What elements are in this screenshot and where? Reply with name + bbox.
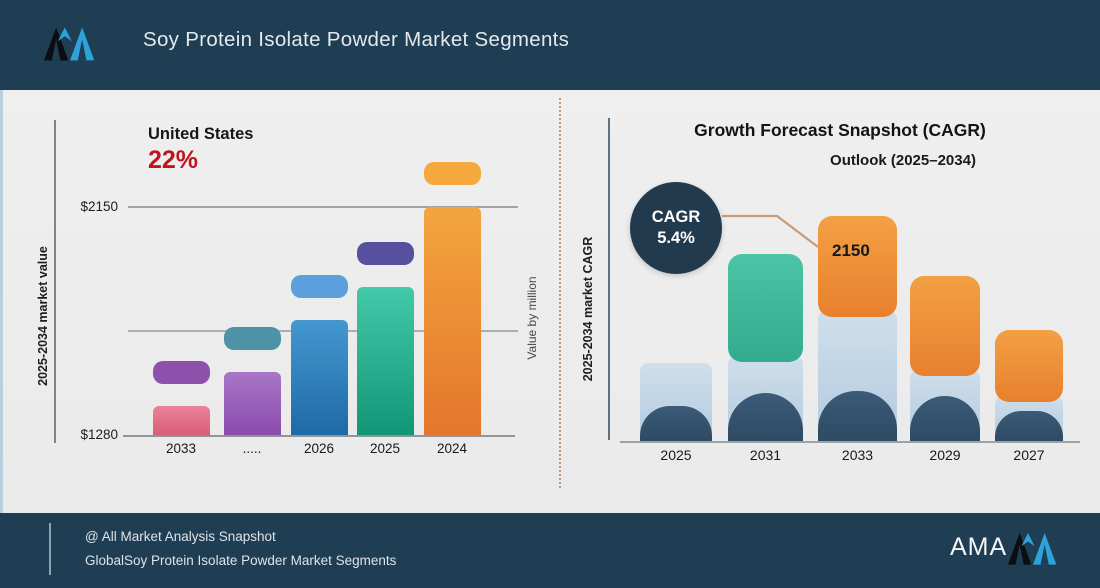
charts-divider-dotted-line [559, 98, 561, 488]
bar-value-annotation: 2150 [832, 241, 870, 260]
right-chart-baseline [620, 441, 1080, 443]
main-canvas: United States 22% 2025-2034 market value… [0, 90, 1100, 513]
bar-2025 [356, 287, 414, 435]
footer: @ All Market Analysis Snapshot GlobalSoy… [0, 513, 1100, 588]
ama-logo-icon [1008, 533, 1057, 565]
stacked-bar-2027 [995, 330, 1063, 441]
bar-cap-..... [223, 327, 281, 350]
left-chart-baseline [123, 435, 515, 437]
x-label-2025: 2025 [369, 441, 401, 456]
bar-cap-2033 [152, 361, 210, 384]
bar-2033 [152, 406, 210, 435]
bar-base-dome-2025 [640, 406, 712, 441]
footer-divider-line [49, 523, 51, 575]
bar-cap-2026 [290, 275, 348, 298]
x-label-2025: 2025 [660, 447, 692, 463]
left-chart: United States 22% 2025-2034 market value… [10, 90, 555, 513]
gridline-2150 [128, 206, 518, 208]
left-chart-title: United States [148, 125, 254, 143]
left-edge-accent [0, 90, 3, 513]
x-label-2033: 2033 [841, 447, 874, 463]
right-chart-y-axis-line [608, 118, 610, 440]
left-chart-y-axis-line [54, 120, 56, 443]
bar-cap-2024 [423, 162, 481, 185]
stacked-bar-2025 [640, 363, 712, 441]
stacked-bar-2029 [910, 276, 980, 441]
stacked-bar-2031 [728, 254, 803, 441]
footer-title: GlobalSoy Protein Isolate Powder Market … [85, 553, 397, 568]
page-title: Soy Protein Isolate Powder Market Segmen… [143, 28, 570, 51]
right-chart-plot-area: 2025 2031 2033 2029 2027 [560, 90, 1100, 463]
ama-logo-icon [44, 27, 95, 61]
header: Soy Protein Isolate Powder Market Segmen… [0, 0, 1100, 90]
x-label-2029: 2029 [929, 447, 961, 463]
left-chart-highlight-value: 22% [148, 146, 199, 174]
cagr-badge: CAGR 5.4% [630, 182, 722, 274]
stacked-bar-2033 [818, 216, 897, 441]
y-tick-top: $2150 [80, 199, 118, 214]
bar-top-segment-2031 [728, 254, 803, 362]
bar-base-dome-2033 [818, 391, 897, 441]
cagr-badge-value: 5.4% [657, 229, 695, 247]
x-label-2027: 2027 [1013, 447, 1045, 463]
bar-top-segment-2029 [910, 276, 980, 376]
cagr-badge-label: CAGR [651, 208, 701, 226]
left-chart-y-axis-label: 2025-2034 market value [36, 246, 50, 386]
bar-2026 [290, 320, 348, 435]
x-label-2024: 2024 [436, 441, 468, 456]
x-label-2031: 2031 [749, 447, 782, 463]
left-chart-plot-area: 2033..... 2026 2025 2024 [128, 162, 518, 456]
y-tick-bottom: $1280 [80, 427, 118, 442]
right-chart-title: Growth Forecast Snapshot (CAGR) [694, 120, 986, 140]
bar-cap-2025 [356, 242, 414, 265]
bar-base-dome-2027 [995, 411, 1063, 441]
right-chart: Growth Forecast Snapshot (CAGR) Outlook … [560, 90, 1100, 513]
bar-..... [223, 372, 281, 435]
callout-connector-line [722, 214, 819, 248]
x-label-2033: 2033 [165, 441, 197, 456]
bar-top-segment-2033 [818, 216, 897, 317]
footer-text-block: @ All Market Analysis Snapshot GlobalSoy… [85, 525, 396, 573]
bar-top-segment-2027 [995, 330, 1063, 402]
x-label-.....: ..... [242, 441, 262, 456]
x-label-2026: 2026 [303, 441, 335, 456]
left-chart-right-axis-label: Value by million [525, 276, 539, 360]
footer-brand-text: AMA [950, 533, 1008, 561]
bar-2024 [423, 207, 481, 435]
right-chart-subtitle: Outlook (2025–2034) [830, 152, 976, 169]
footer-note: @ All Market Analysis Snapshot [85, 529, 276, 544]
